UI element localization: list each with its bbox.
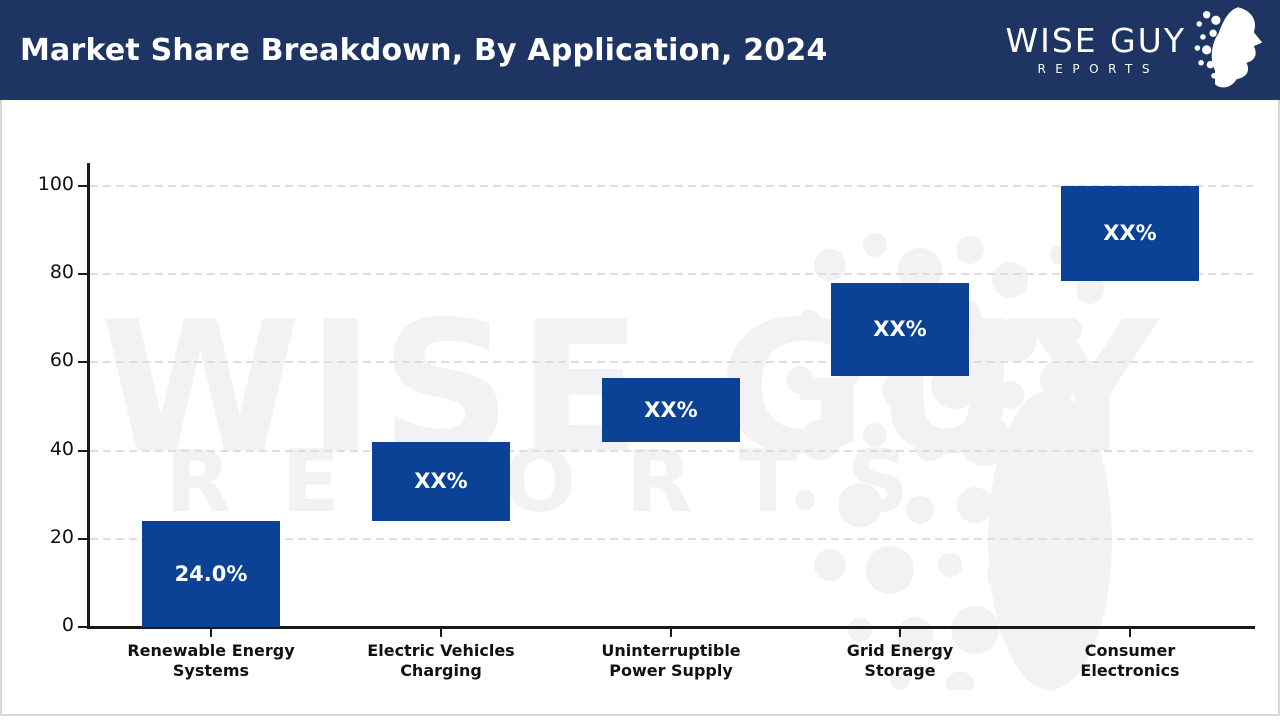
wise-guy-reports-logo: WISE GUY REPORTS	[1005, 5, 1264, 95]
page-title: Market Share Breakdown, By Application, …	[20, 32, 828, 68]
x-axis-label-line: Systems	[172, 661, 250, 680]
y-tick-mark	[78, 273, 87, 276]
x-axis-label-line: Storage	[864, 661, 936, 680]
x-axis-label-line: Consumer	[1084, 641, 1176, 660]
y-tick-label: 40	[49, 437, 74, 460]
y-gridline	[90, 449, 1253, 452]
x-axis-label-line: Grid Energy	[846, 641, 954, 660]
x-tick-mark	[210, 629, 212, 637]
x-axis-label-line: Charging	[400, 661, 482, 680]
x-axis-label: Uninterruptible Power Supply	[556, 641, 786, 681]
x-axis-label: Consumer Electronics	[1015, 641, 1245, 681]
x-axis-label: Grid Energy Storage	[785, 641, 1015, 681]
bar-value-label: XX%	[414, 469, 468, 494]
y-axis-line	[87, 163, 90, 629]
y-tick-label: 0	[61, 614, 74, 636]
waterfall-bar: XX%	[372, 441, 510, 522]
x-tick-mark	[670, 629, 672, 637]
y-tick-mark	[78, 185, 87, 187]
x-axis-line	[87, 626, 1255, 629]
header-bar: Market Share Breakdown, By Application, …	[0, 0, 1280, 100]
x-axis-label: Renewable Energy Systems	[96, 641, 326, 681]
y-tick-label: 100	[37, 173, 74, 195]
waterfall-bar: 24.0%	[142, 521, 280, 627]
waterfall-bar: XX%	[1061, 186, 1199, 281]
y-gridline	[90, 185, 1253, 187]
x-axis-label-line: Uninterruptible	[601, 641, 741, 660]
y-tick-mark	[78, 626, 87, 628]
x-tick-mark	[899, 629, 901, 637]
dotted-face-logo-icon	[1190, 5, 1264, 95]
x-tick-mark	[440, 629, 442, 637]
x-axis-label-line: Electric Vehicles	[367, 641, 515, 660]
x-axis-label-line: Electronics	[1080, 661, 1180, 680]
y-tick-mark	[78, 361, 87, 364]
y-tick-label: 20	[49, 525, 74, 548]
bar-value-label: 24.0%	[174, 562, 248, 587]
logo-wordmark: WISE GUY	[1005, 21, 1186, 60]
logo-subtitle: REPORTS	[1037, 62, 1159, 76]
waterfall-bar: XX%	[602, 377, 740, 442]
x-axis-label-line: Power Supply	[609, 661, 733, 680]
y-gridline	[90, 361, 1253, 364]
bar-value-label: XX%	[1103, 221, 1157, 246]
bar-value-label: XX%	[644, 397, 698, 422]
y-tick-label: 60	[49, 349, 74, 372]
x-axis-label-line: Renewable Energy	[127, 641, 295, 660]
x-axis-label: Electric Vehicles Charging	[326, 641, 556, 681]
y-tick-mark	[78, 449, 87, 452]
x-tick-mark	[1129, 629, 1131, 637]
y-gridline	[90, 537, 1253, 540]
y-gridline	[90, 273, 1253, 276]
watermark-subtitle: REPORTS	[165, 432, 960, 532]
y-tick-mark	[78, 537, 87, 540]
bar-value-label: XX%	[873, 317, 927, 342]
waterfall-bar: XX%	[831, 283, 969, 376]
y-tick-label: 80	[49, 261, 74, 284]
logo-text: WISE GUY REPORTS	[1005, 24, 1186, 76]
